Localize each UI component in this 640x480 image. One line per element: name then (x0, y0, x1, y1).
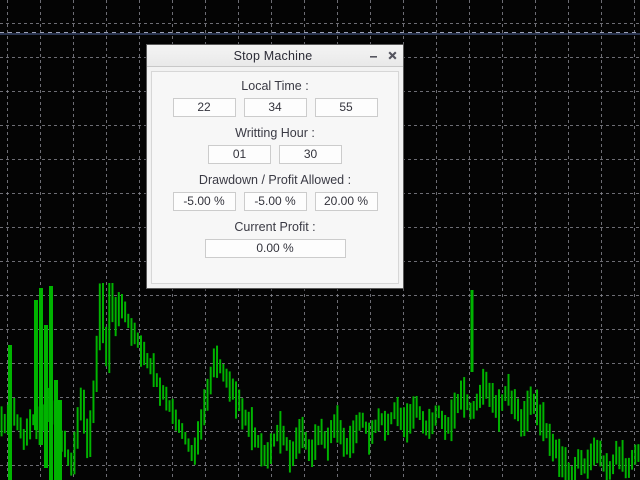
local-time-second-input[interactable] (314, 98, 378, 117)
stop-machine-dialog[interactable]: Stop Machine Local Time : (146, 44, 404, 289)
writting-hour-label: Writting Hour : (235, 126, 315, 140)
current-profit-label: Current Profit : (234, 220, 316, 234)
dialog-title: Stop Machine (233, 48, 313, 63)
local-time-minute-input[interactable] (243, 98, 307, 117)
close-icon[interactable] (384, 47, 401, 65)
dialog-content: Local Time : Writting Hour : Drawdown / … (151, 71, 399, 284)
local-time-hour-input[interactable] (172, 98, 236, 117)
section-drawdown-profit: Drawdown / Profit Allowed : (152, 173, 398, 220)
writting-hour-minute-input[interactable] (279, 145, 342, 164)
local-time-label: Local Time : (241, 79, 309, 93)
profit-allowed-input[interactable] (314, 192, 378, 211)
section-local-time: Local Time : (152, 79, 398, 126)
section-current-profit: Current Profit : (152, 220, 398, 267)
current-profit-fields (204, 239, 346, 258)
writting-hour-hour-input[interactable] (208, 145, 271, 164)
drawdown-profit-fields (172, 192, 378, 211)
local-time-fields (172, 98, 378, 117)
drawdown-profit-label: Drawdown / Profit Allowed : (198, 173, 352, 187)
current-price-line (0, 32, 640, 35)
minimize-icon[interactable] (365, 47, 382, 65)
current-profit-value-input[interactable] (204, 239, 346, 258)
section-writting-hour: Writting Hour : (152, 126, 398, 173)
drawdown-total-input[interactable] (243, 192, 307, 211)
drawdown-daily-input[interactable] (172, 192, 236, 211)
writting-hour-fields (208, 145, 342, 164)
dialog-titlebar[interactable]: Stop Machine (147, 45, 403, 67)
